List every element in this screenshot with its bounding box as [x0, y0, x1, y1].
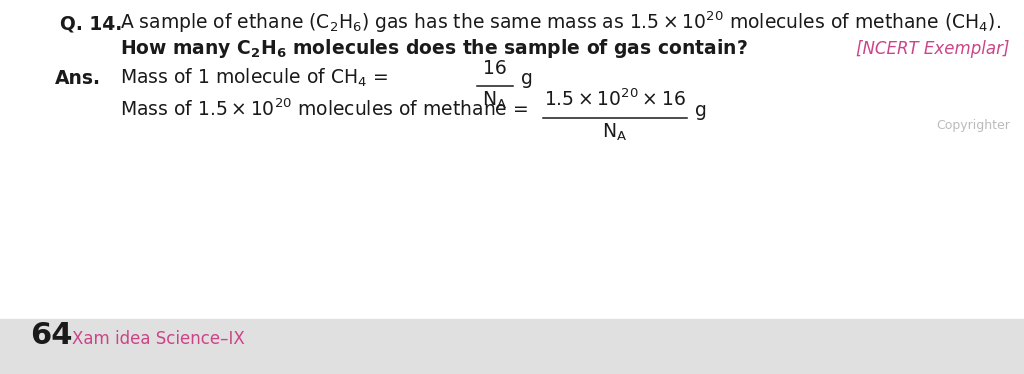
- Text: Copyrighter: Copyrighter: [936, 119, 1010, 132]
- Text: A sample of ethane ($\mathregular{C_2H_6}$) gas has the same mass as $\mathregul: A sample of ethane ($\mathregular{C_2H_6…: [120, 9, 1001, 35]
- Text: $\mathregular{N_A}$: $\mathregular{N_A}$: [602, 122, 628, 143]
- Text: How many $\mathregular{C_2H_6}$ molecules does the sample of gas contain?: How many $\mathregular{C_2H_6}$ molecule…: [120, 37, 748, 60]
- Text: 16: 16: [483, 59, 507, 78]
- Text: Xam idea Science–IX: Xam idea Science–IX: [72, 330, 245, 348]
- Text: Q. 14.: Q. 14.: [60, 14, 122, 33]
- Text: Ans.: Ans.: [55, 69, 101, 88]
- Text: g: g: [521, 69, 532, 88]
- Bar: [0, 319, 1024, 374]
- Text: $\mathregular{N_A}$: $\mathregular{N_A}$: [482, 90, 508, 111]
- Text: [NCERT Exemplar]: [NCERT Exemplar]: [856, 40, 1010, 58]
- Text: g: g: [695, 101, 707, 120]
- Text: $\mathregular{1.5\times10^{20}\times16}$: $\mathregular{1.5\times10^{20}\times16}$: [544, 89, 686, 110]
- Text: 64: 64: [30, 321, 73, 350]
- Text: Mass of $\mathregular{1.5 \times 10^{20}}$ molecules of methane =: Mass of $\mathregular{1.5 \times 10^{20}…: [120, 98, 528, 120]
- Text: Mass of 1 molecule of $\mathregular{CH_4}$ =: Mass of 1 molecule of $\mathregular{CH_4…: [120, 67, 388, 89]
